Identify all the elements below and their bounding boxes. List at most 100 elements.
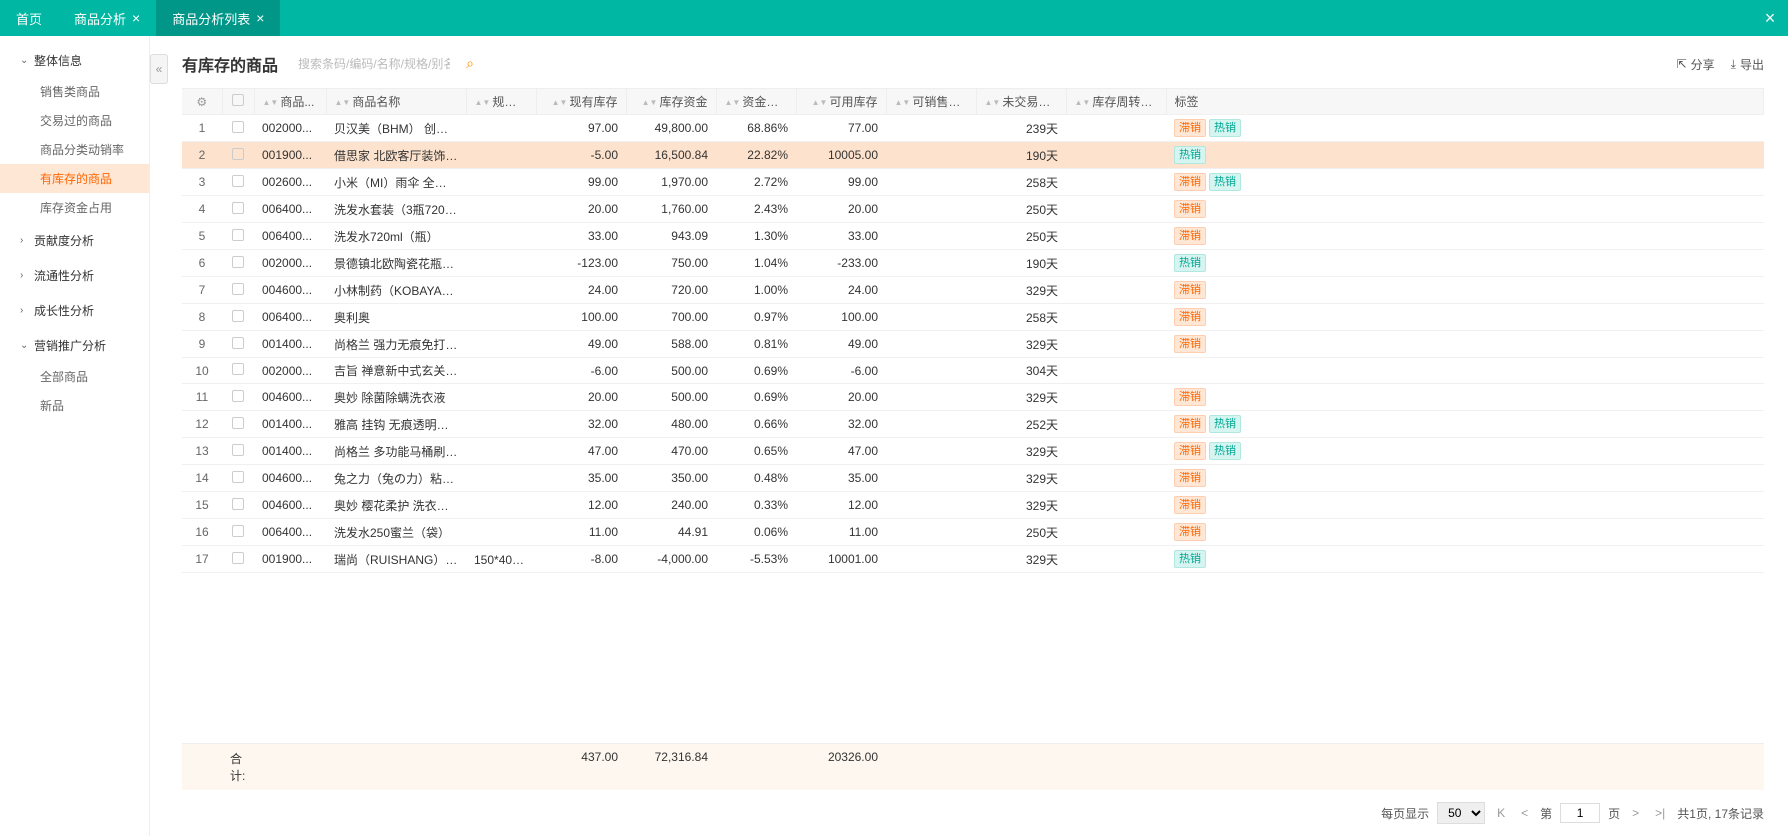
nav-group-header[interactable]: ⌄整体信息 (0, 44, 149, 77)
row-checkbox[interactable] (232, 444, 244, 456)
cell-selldays (886, 546, 976, 573)
row-checkbox[interactable] (232, 256, 244, 268)
row-checkbox[interactable] (232, 175, 244, 187)
page-next[interactable]: > (1628, 806, 1643, 820)
export-button[interactable]: ⤓导出 (1731, 56, 1764, 73)
table-row[interactable]: 2001900...借思家 北欧客厅装饰画卧室-5.0016,500.8422.… (182, 142, 1764, 169)
page-input[interactable] (1560, 803, 1600, 823)
column-stock[interactable]: ▲▼现有库存 (536, 89, 626, 115)
nav-group-header[interactable]: ›成长性分析 (0, 294, 149, 327)
cell-stock: 47.00 (536, 438, 626, 465)
sidebar-collapse-button[interactable]: « (150, 54, 168, 84)
tab[interactable]: 首页 (0, 0, 58, 36)
row-checkbox[interactable] (232, 310, 244, 322)
table-row[interactable]: 3002600...小米（MI）雨伞 全自动折99.001,970.002.72… (182, 169, 1764, 196)
table-row[interactable]: 15004600...奥妙 樱花柔护 洗衣凝珠 1012.00240.000.3… (182, 492, 1764, 519)
table-row[interactable]: 10002000...吉旨 禅意新中式玄关摆件套-6.00500.000.69%… (182, 358, 1764, 384)
page-title: 有库存的商品 (182, 52, 278, 76)
page-first[interactable]: K (1493, 806, 1509, 820)
nav-group-header[interactable]: ⌄营销推广分析 (0, 329, 149, 362)
cell-chk (222, 115, 254, 142)
search-input[interactable] (294, 53, 474, 76)
column-spec[interactable]: ▲▼规格型号 (466, 89, 536, 115)
table-row[interactable]: 1002000...贝汉美（BHM） 创意北欧97.0049,800.0068.… (182, 115, 1764, 142)
column-name[interactable]: ▲▼商品名称 (326, 89, 466, 115)
per-page-select[interactable]: 50 (1437, 802, 1485, 824)
cell-stock: 24.00 (536, 277, 626, 304)
nav-group-header[interactable]: ›贡献度分析 (0, 224, 149, 257)
row-checkbox[interactable] (232, 498, 244, 510)
column-code[interactable]: ▲▼商品... (254, 89, 326, 115)
checkbox-all[interactable] (232, 94, 244, 106)
cell-turndays (1066, 331, 1166, 358)
share-button[interactable]: ⇱分享 (1677, 56, 1715, 73)
cell-name: 瑞尚（RUISHANG） 卧室装 (326, 546, 466, 573)
column-notrade[interactable]: ▲▼未交易天数 (976, 89, 1066, 115)
table-row[interactable]: 4006400...洗发水套装（3瓶720ml+1）20.001,760.002… (182, 196, 1764, 223)
cell-selldays (886, 277, 976, 304)
cell-name: 兔之力（兔の力）粘毛器粘 (326, 465, 466, 492)
cell-idx: 17 (182, 546, 222, 573)
column-tags[interactable]: 标签 (1166, 89, 1764, 115)
cell-avail: -233.00 (796, 250, 886, 277)
nav-item[interactable]: 新品 (0, 391, 149, 420)
nav-item[interactable]: 交易过的商品 (0, 106, 149, 135)
row-checkbox[interactable] (232, 552, 244, 564)
row-checkbox[interactable] (232, 283, 244, 295)
column-avail[interactable]: ▲▼可用库存 (796, 89, 886, 115)
row-checkbox[interactable] (232, 121, 244, 133)
cell-chk (222, 169, 254, 196)
nav-item[interactable]: 全部商品 (0, 362, 149, 391)
column-fund[interactable]: ▲▼库存资金 (626, 89, 716, 115)
column-select-all[interactable] (222, 89, 254, 115)
table-row[interactable]: 11004600...奥妙 除菌除螨洗衣液20.00500.000.69%20.… (182, 384, 1764, 411)
row-checkbox[interactable] (232, 525, 244, 537)
row-checkbox[interactable] (232, 229, 244, 241)
search-icon[interactable]: ⌕ (466, 55, 474, 72)
row-checkbox[interactable] (232, 390, 244, 402)
close-all-tabs[interactable]: × (1752, 0, 1788, 36)
column-selldays[interactable]: ▲▼可销售天数 (886, 89, 976, 115)
cell-tags: 滞销 (1166, 223, 1764, 250)
table-row[interactable]: 12001400...雅高 挂钩 无痕透明粘钩 强32.00480.000.66… (182, 411, 1764, 438)
column-pct[interactable]: ▲▼资金占比 (716, 89, 796, 115)
nav-item[interactable]: 有库存的商品 (0, 164, 149, 193)
sort-icon: ▲▼ (1075, 100, 1091, 105)
close-icon[interactable]: × (256, 11, 264, 25)
table-row[interactable]: 17001900...瑞尚（RUISHANG） 卧室装150*40厘米-8.00… (182, 546, 1764, 573)
nav-item[interactable]: 商品分类动销率 (0, 135, 149, 164)
cell-stock: 20.00 (536, 384, 626, 411)
tab[interactable]: 商品分析列表× (156, 0, 280, 36)
page-prev[interactable]: < (1517, 806, 1532, 820)
table-row[interactable]: 16006400...洗发水250蜜兰（袋）11.0044.910.06%11.… (182, 519, 1764, 546)
table-row[interactable]: 9001400...尚格兰 强力无痕免打孔浴室49.00588.000.81%4… (182, 331, 1764, 358)
nav-item[interactable]: 库存资金占用 (0, 193, 149, 222)
cell-avail: 12.00 (796, 492, 886, 519)
cell-chk (222, 304, 254, 331)
table-row[interactable]: 5006400...洗发水720ml（瓶）33.00943.091.30%33.… (182, 223, 1764, 250)
row-checkbox[interactable] (232, 363, 244, 375)
column-settings[interactable]: ⚙ (182, 89, 222, 115)
cell-avail: 100.00 (796, 304, 886, 331)
data-table: ⚙ ▲▼商品... ▲▼商品名称 ▲▼规格型号 ▲▼现有库存 ▲▼库存资金 ▲▼… (182, 89, 1764, 573)
nav-group-header[interactable]: ›流通性分析 (0, 259, 149, 292)
cell-notrade: 190天 (976, 250, 1066, 277)
row-checkbox[interactable] (232, 337, 244, 349)
table-row[interactable]: 7004600...小林制药（KOBAYASHI）E24.00720.001.0… (182, 277, 1764, 304)
cell-selldays (886, 519, 976, 546)
close-icon[interactable]: × (132, 11, 140, 25)
cell-spec: 150*40厘米 (466, 546, 536, 573)
table-row[interactable]: 14004600...兔之力（兔の力）粘毛器粘35.00350.000.48%3… (182, 465, 1764, 492)
table-row[interactable]: 6002000...景德镇北欧陶瓷花瓶摆件 优-123.00750.001.04… (182, 250, 1764, 277)
cell-fund: 470.00 (626, 438, 716, 465)
table-row[interactable]: 8006400...奥利奥100.00700.000.97%100.00258天… (182, 304, 1764, 331)
row-checkbox[interactable] (232, 148, 244, 160)
table-row[interactable]: 13001400...尚格兰 多功能马桶刷套装 马47.00470.000.65… (182, 438, 1764, 465)
tab[interactable]: 商品分析× (58, 0, 156, 36)
row-checkbox[interactable] (232, 202, 244, 214)
page-last[interactable]: >| (1651, 806, 1669, 820)
column-turndays[interactable]: ▲▼库存周转天数 (1066, 89, 1166, 115)
row-checkbox[interactable] (232, 417, 244, 429)
row-checkbox[interactable] (232, 471, 244, 483)
nav-item[interactable]: 销售类商品 (0, 77, 149, 106)
